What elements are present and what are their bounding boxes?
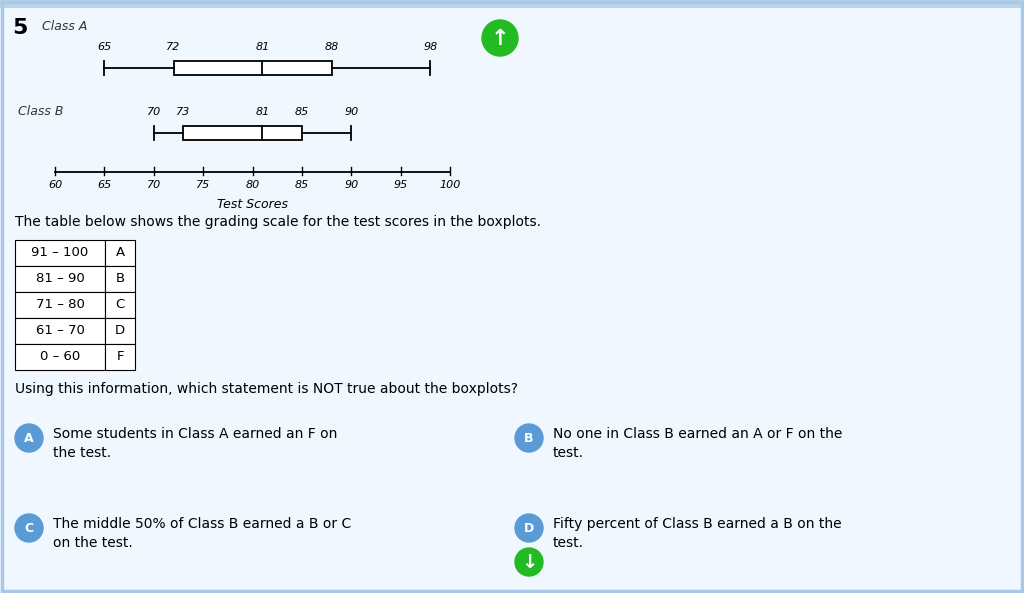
Bar — [105, 240, 135, 266]
Text: 100: 100 — [439, 180, 461, 190]
Text: The middle 50% of Class B earned a B or C: The middle 50% of Class B earned a B or … — [53, 517, 351, 531]
Text: 81: 81 — [255, 107, 269, 117]
Text: C: C — [116, 298, 125, 311]
Text: 65: 65 — [97, 42, 112, 52]
Circle shape — [15, 514, 43, 542]
Text: 81 – 90: 81 – 90 — [36, 273, 84, 285]
Text: 5: 5 — [12, 18, 28, 38]
Text: Test Scores: Test Scores — [217, 198, 288, 211]
Text: The table below shows the grading scale for the test scores in the boxplots.: The table below shows the grading scale … — [15, 215, 541, 229]
Circle shape — [515, 424, 543, 452]
Bar — [173, 61, 332, 75]
Text: 90: 90 — [344, 107, 358, 117]
Text: test.: test. — [553, 536, 584, 550]
Bar — [15, 266, 105, 292]
Text: 95: 95 — [393, 180, 408, 190]
Text: 73: 73 — [176, 107, 190, 117]
Bar — [105, 318, 135, 344]
Text: 61 – 70: 61 – 70 — [36, 324, 84, 337]
Bar — [105, 344, 135, 370]
Text: the test.: the test. — [53, 446, 112, 460]
Text: Class A: Class A — [42, 20, 87, 33]
Text: ↓: ↓ — [521, 553, 538, 572]
Bar — [15, 318, 105, 344]
Text: 90: 90 — [344, 180, 358, 190]
Text: 88: 88 — [325, 42, 339, 52]
Text: 85: 85 — [295, 180, 309, 190]
Text: Class B: Class B — [18, 105, 63, 118]
Text: 91 – 100: 91 – 100 — [32, 247, 89, 260]
Text: No one in Class B earned an A or F on the: No one in Class B earned an A or F on th… — [553, 427, 843, 441]
Circle shape — [15, 424, 43, 452]
Text: test.: test. — [553, 446, 584, 460]
Text: 71 – 80: 71 – 80 — [36, 298, 84, 311]
Text: A: A — [25, 432, 34, 445]
Bar — [105, 266, 135, 292]
Text: ↑: ↑ — [490, 29, 509, 49]
Text: 98: 98 — [423, 42, 437, 52]
Bar — [105, 292, 135, 318]
Text: 70: 70 — [146, 107, 161, 117]
Text: 80: 80 — [246, 180, 260, 190]
Bar — [183, 126, 302, 140]
Circle shape — [482, 20, 518, 56]
Text: D: D — [524, 521, 535, 534]
Bar — [15, 344, 105, 370]
Text: on the test.: on the test. — [53, 536, 133, 550]
Text: A: A — [116, 247, 125, 260]
Text: 72: 72 — [166, 42, 180, 52]
Bar — [0, 0, 1024, 8]
Text: 85: 85 — [295, 107, 309, 117]
Bar — [15, 292, 105, 318]
Text: Some students in Class A earned an F on: Some students in Class A earned an F on — [53, 427, 337, 441]
Text: 65: 65 — [97, 180, 112, 190]
Text: B: B — [116, 273, 125, 285]
Text: F: F — [117, 350, 124, 364]
Bar — [15, 240, 105, 266]
Text: C: C — [25, 521, 34, 534]
Text: Fifty percent of Class B earned a B on the: Fifty percent of Class B earned a B on t… — [553, 517, 842, 531]
Text: 81: 81 — [255, 42, 269, 52]
Text: D: D — [115, 324, 125, 337]
Text: Using this information, which statement is NOT true about the boxplots?: Using this information, which statement … — [15, 382, 518, 396]
Circle shape — [515, 548, 543, 576]
Text: 75: 75 — [196, 180, 210, 190]
Text: 60: 60 — [48, 180, 62, 190]
Circle shape — [515, 514, 543, 542]
Text: B: B — [524, 432, 534, 445]
Text: 70: 70 — [146, 180, 161, 190]
Text: 0 – 60: 0 – 60 — [40, 350, 80, 364]
